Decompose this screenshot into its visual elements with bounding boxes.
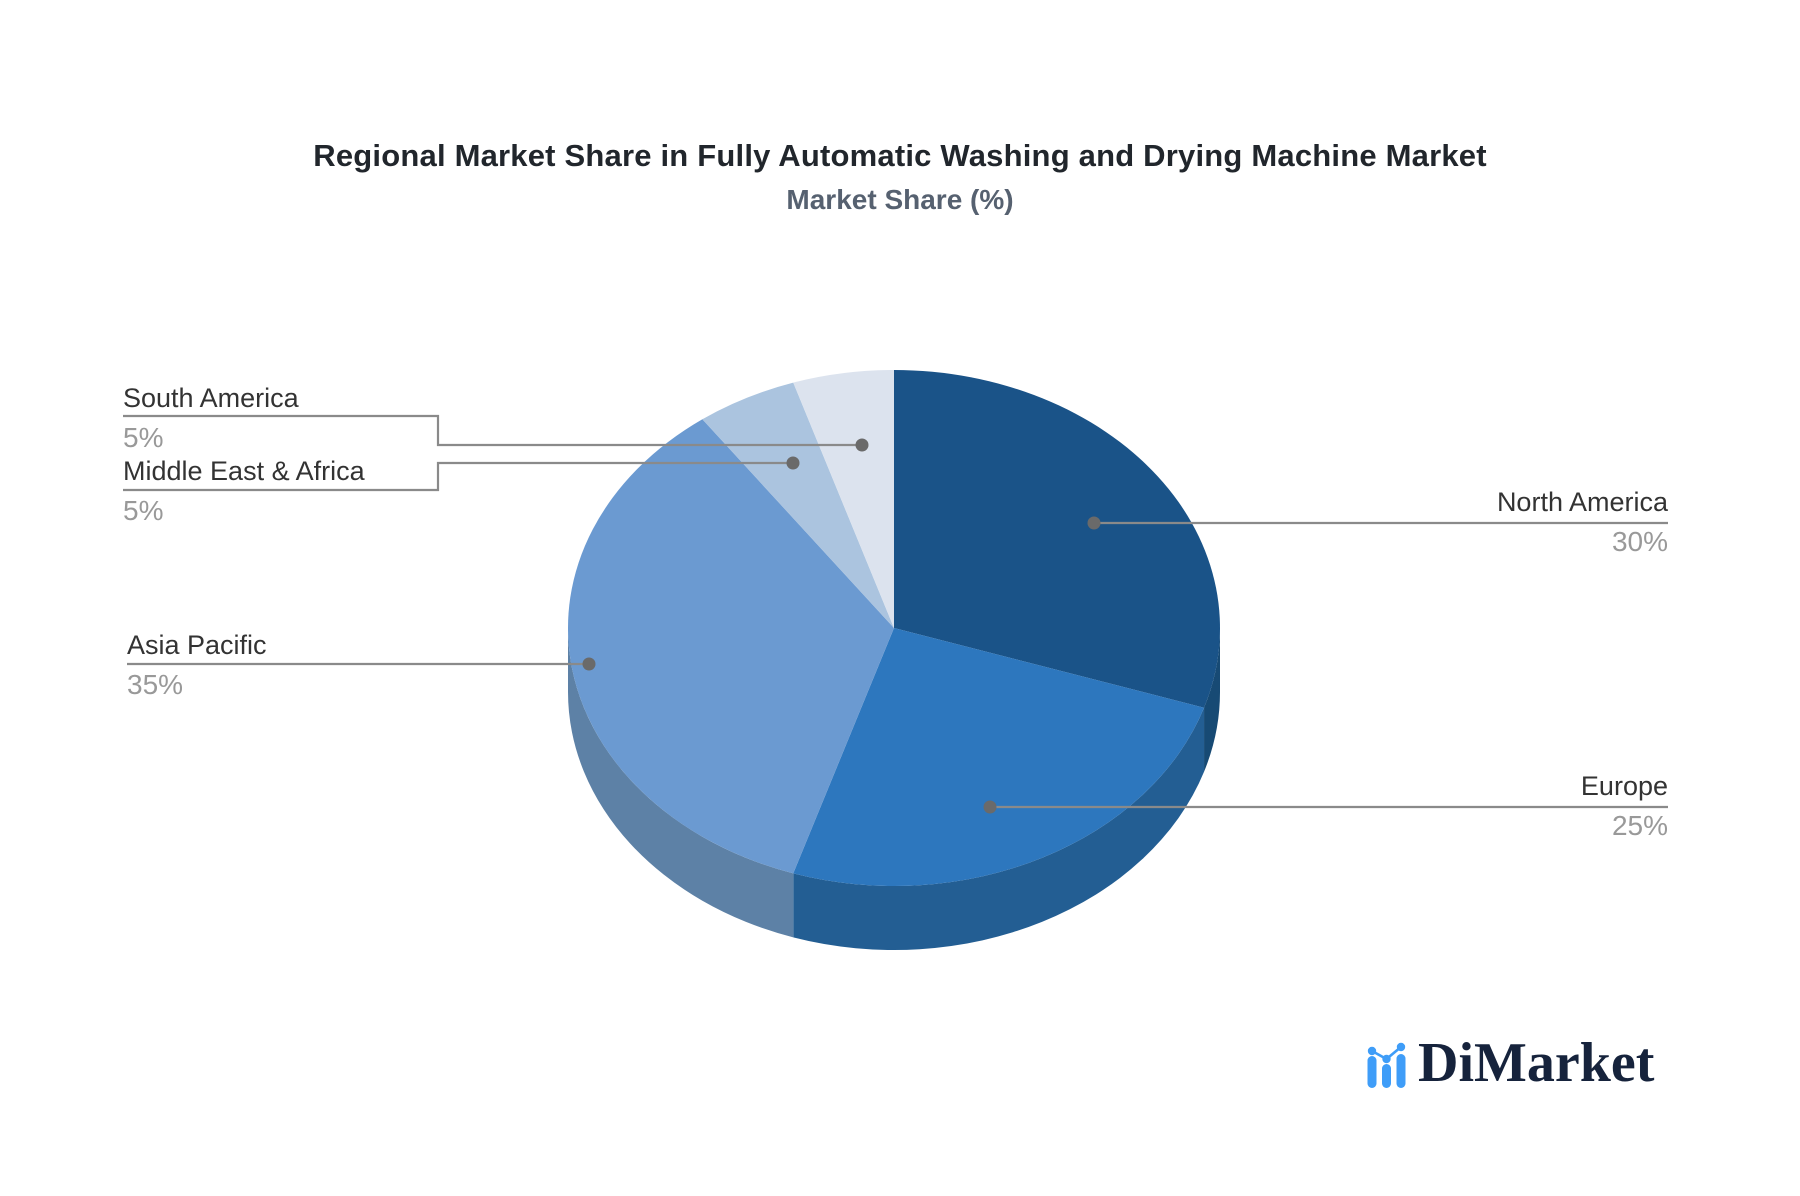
slice-name: Europe	[1580, 771, 1668, 801]
slice-label-middle-east-africa: Middle East & Africa 5%	[123, 455, 365, 526]
slice-value: 5%	[123, 495, 164, 526]
slice-name: South America	[123, 383, 299, 413]
dimarket-logo-text: DiMarket	[1418, 1032, 1655, 1094]
chart-subtitle: Market Share (%)	[786, 184, 1014, 215]
dimarket-logo-icon	[1367, 1042, 1406, 1088]
slice-value: 35%	[127, 669, 184, 700]
label-connector-dot-north-america	[1087, 516, 1101, 530]
label-connector-dot-europe	[983, 800, 997, 814]
label-connector-south-america	[123, 414, 862, 447]
label-connector-middle-east-africa	[123, 461, 793, 492]
label-connector-dot-asia-pacific	[582, 657, 596, 671]
pie-side-north-america	[1204, 628, 1220, 772]
pie-slice-asia-pacific[interactable]	[568, 419, 894, 874]
slice-label-north-america: North America 30%	[1497, 486, 1668, 557]
slice-name: North America	[1496, 487, 1668, 517]
pie-slice-europe[interactable]	[793, 628, 1205, 886]
label-connector-dot-middle-east-africa	[786, 456, 800, 470]
slice-value: 25%	[1611, 810, 1668, 841]
slice-value: 5%	[123, 422, 164, 453]
slice-name: Asia Pacific	[127, 630, 267, 660]
slice-label-asia-pacific: Asia Pacific 35%	[127, 629, 267, 700]
chart-title: Regional Market Share in Fully Automatic…	[313, 138, 1487, 173]
pie-slice-north-america[interactable]	[894, 369, 1221, 708]
pie-slice-south-america[interactable]	[793, 370, 894, 628]
slice-value: 30%	[1611, 526, 1668, 557]
slice-label-europe: Europe 25%	[1581, 770, 1668, 841]
label-connector-dot-south-america	[855, 438, 869, 452]
slice-name: Middle East & Africa	[123, 456, 365, 486]
slice-label-south-america: South America 5%	[123, 382, 299, 453]
pie-side-europe	[793, 707, 1205, 950]
pie-side-asia-pacific	[568, 628, 794, 938]
